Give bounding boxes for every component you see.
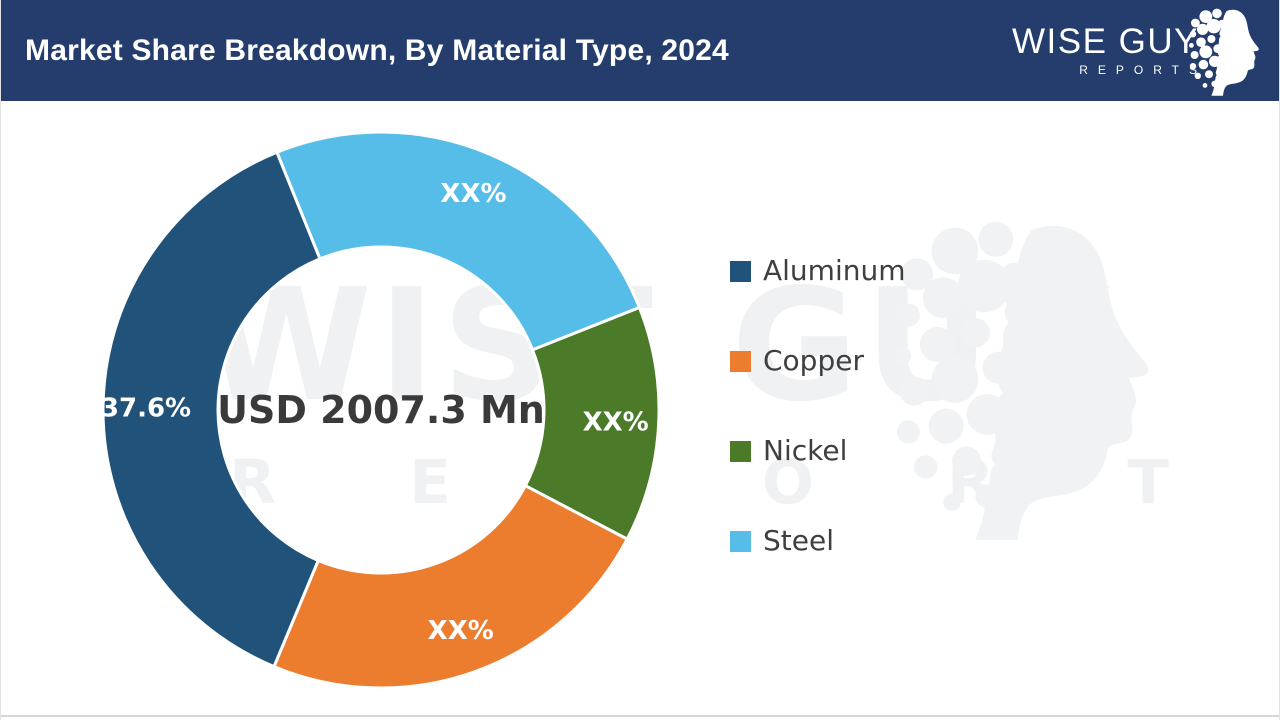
legend-label: Nickel bbox=[763, 434, 848, 467]
legend-item-nickel[interactable]: Nickel bbox=[730, 436, 906, 466]
slice-label-nickel: XX% bbox=[583, 407, 649, 437]
brand-subname: REPORTS bbox=[1079, 63, 1207, 77]
brand-logo-text: WISE GUY REPORTS bbox=[1012, 24, 1199, 77]
legend-item-copper[interactable]: Copper bbox=[730, 346, 906, 376]
legend-swatch-icon bbox=[730, 350, 751, 372]
slice-steel[interactable] bbox=[275, 130, 641, 352]
legend-item-aluminum[interactable]: Aluminum bbox=[730, 256, 906, 286]
slice-label-aluminum: 37.6% bbox=[101, 394, 191, 424]
chart-center-value: USD 2007.3 Mn bbox=[217, 388, 545, 432]
watermark-head-icon bbox=[879, 213, 1171, 540]
slice-aluminum[interactable] bbox=[101, 150, 322, 669]
brand-name: WISE GUY bbox=[1011, 22, 1199, 61]
slice-copper[interactable] bbox=[272, 484, 629, 690]
brand-logo: WISE GUY REPORTS bbox=[1012, 6, 1265, 96]
watermark-subtext: R E P O R T S bbox=[229, 447, 1280, 518]
legend-label: Steel bbox=[763, 524, 834, 557]
legend-label: Aluminum bbox=[763, 254, 906, 287]
legend-label: Copper bbox=[763, 344, 864, 377]
slice-label-steel: XX% bbox=[440, 179, 506, 209]
legend-swatch-icon bbox=[730, 440, 751, 462]
chart-legend: Aluminum Copper Nickel Steel bbox=[730, 256, 906, 556]
bottom-border bbox=[1, 715, 1279, 717]
legend-item-steel[interactable]: Steel bbox=[730, 526, 906, 556]
page-title: Market Share Breakdown, By Material Type… bbox=[25, 33, 729, 67]
donut-chart: USD 2007.3 Mn 37.6% XX% XX% XX% bbox=[101, 130, 661, 690]
slice-label-copper: XX% bbox=[428, 616, 494, 646]
legend-swatch-icon bbox=[730, 260, 751, 282]
header-bar: Market Share Breakdown, By Material Type… bbox=[1, 0, 1279, 101]
legend-swatch-icon bbox=[730, 530, 751, 552]
slice-nickel[interactable] bbox=[523, 305, 661, 541]
